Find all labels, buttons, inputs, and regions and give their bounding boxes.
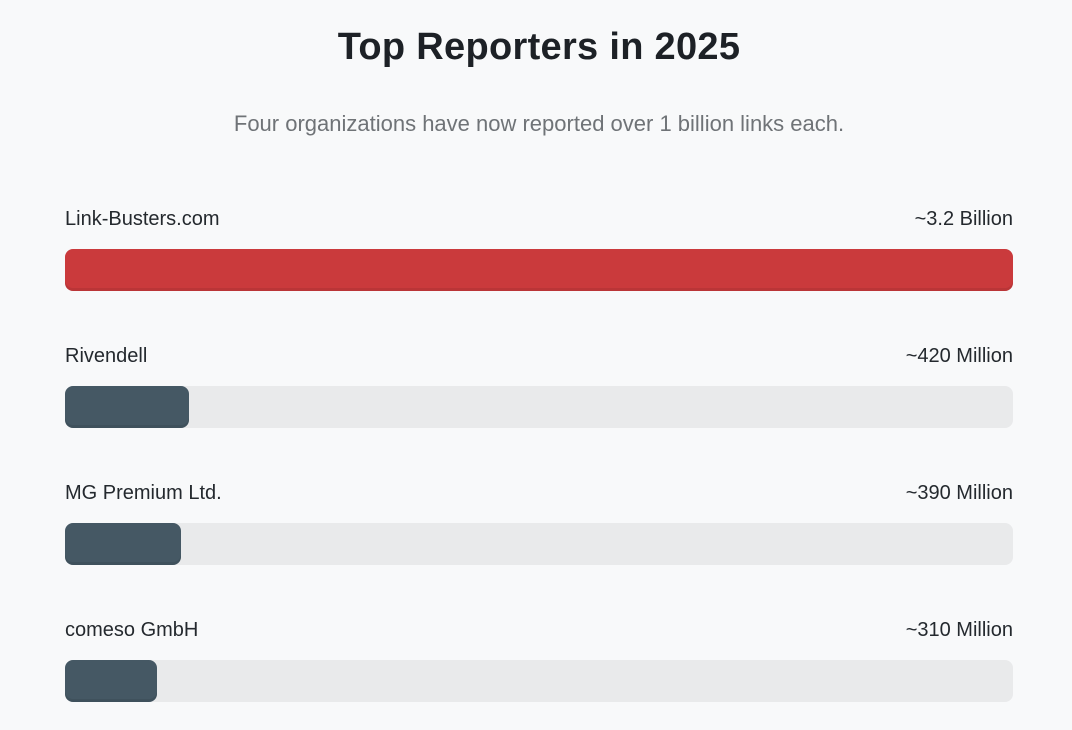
bar-track — [65, 523, 1013, 565]
bar-row: MG Premium Ltd. ~390 Million — [65, 478, 1013, 565]
bar-fill — [65, 523, 181, 565]
bar-value: ~390 Million — [905, 482, 1013, 504]
bar-row: Link-Busters.com ~3.2 Billion — [65, 204, 1013, 291]
bar-label: Link-Busters.com — [65, 208, 220, 230]
bar-row: Rivendell ~420 Million — [65, 341, 1013, 428]
chart-page: Top Reporters in 2025 Four organizations… — [65, 26, 1013, 702]
bar-track — [65, 386, 1013, 428]
bar-row: comeso GmbH ~310 Million — [65, 615, 1013, 702]
bar-value: ~310 Million — [905, 619, 1013, 641]
chart-subtitle: Four organizations have now reported ove… — [233, 111, 845, 136]
bar-fill — [65, 249, 1013, 291]
bar-track — [65, 660, 1013, 702]
bar-fill — [65, 386, 190, 428]
bar-label: MG Premium Ltd. — [65, 482, 222, 504]
bar-track — [65, 249, 1013, 291]
bar-chart: Link-Busters.com ~3.2 Billion Rivendell ~42… — [65, 204, 1013, 702]
bar-value: ~3.2 Billion — [914, 208, 1013, 230]
bar-label: Rivendell — [65, 345, 148, 367]
bar-label: comeso GmbH — [65, 619, 199, 641]
chart-title: Top Reporters in 2025 — [337, 26, 741, 68]
bar-value: ~420 Million — [905, 345, 1013, 367]
bar-fill — [65, 660, 157, 702]
